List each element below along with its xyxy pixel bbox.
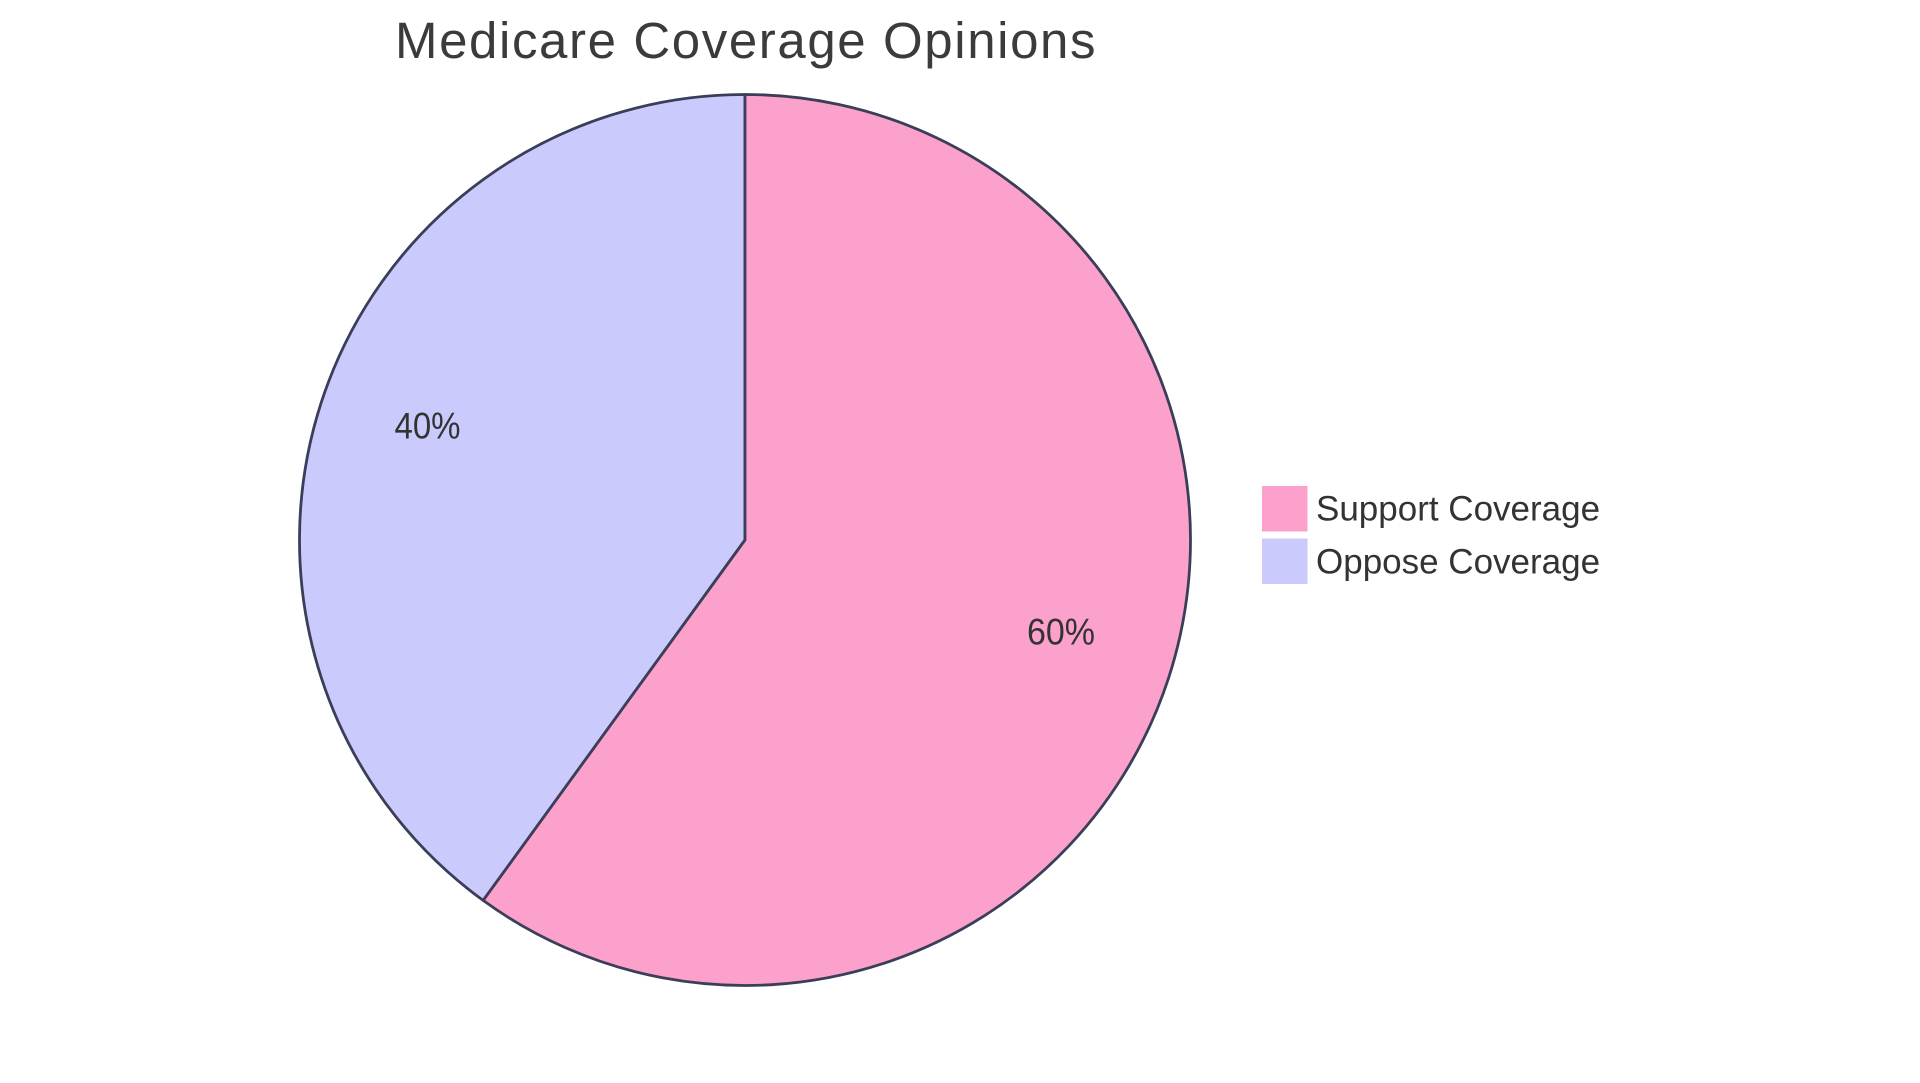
svg-text:Oppose Coverage: Oppose Coverage	[1316, 542, 1600, 581]
svg-text:40%: 40%	[395, 405, 461, 447]
svg-text:Support Coverage: Support Coverage	[1316, 490, 1600, 529]
svg-text:Medicare Coverage Opinions: Medicare Coverage Opinions	[395, 12, 1097, 69]
svg-text:60%: 60%	[1027, 611, 1095, 653]
